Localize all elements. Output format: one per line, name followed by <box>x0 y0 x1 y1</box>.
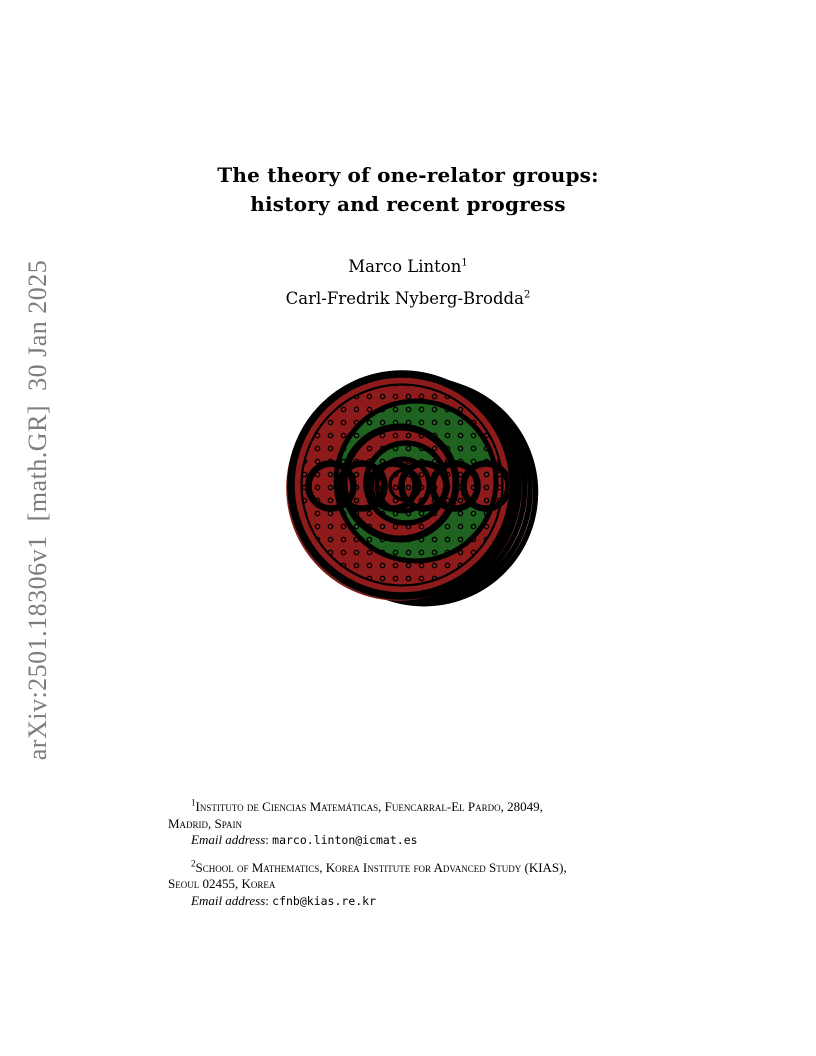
chain-outlines <box>305 460 509 512</box>
footnote-1-mark: 1 <box>191 797 196 808</box>
footnote-1-affiliation-line-1: 1Instituto de Ciencias Matemáticas, Fuen… <box>168 797 650 816</box>
email-label: Email address <box>191 832 266 847</box>
footnotes: 1Instituto de Ciencias Matemáticas, Fuen… <box>168 797 650 920</box>
footnote-2: 2School of Mathematics, Korea Institute … <box>168 858 650 910</box>
footnote-1-email-line: Email address: marco.linton@icmat.es <box>168 832 650 849</box>
author-2-name: Carl-Fredrik Nyberg-Brodda <box>285 289 524 308</box>
title-line-2: history and recent progress <box>250 192 566 216</box>
email-colon: : <box>265 892 269 908</box>
footnote-2-affiliation-line-1: 2School of Mathematics, Korea Institute … <box>168 858 650 877</box>
paper-title: The theory of one-relator groups: histor… <box>0 161 816 219</box>
footnote-1-affiliation-line-2: Madrid, Spain <box>168 815 242 831</box>
footnote-1-affiliation-text: Instituto de Ciencias Matemáticas, Fuenc… <box>195 799 543 814</box>
author-1-name: Marco Linton <box>348 257 462 276</box>
email-label: Email address <box>191 892 266 908</box>
arxiv-watermark: arXiv:2501.18306v1 [math.GR] 30 Jan 2025 <box>23 259 52 761</box>
email-colon: : <box>265 832 269 847</box>
title-line-1: The theory of one-relator groups: <box>217 163 599 187</box>
footnote-1: 1Instituto de Ciencias Matemáticas, Fuen… <box>168 797 650 849</box>
email-address: cfnb@kias.re.kr <box>272 893 377 908</box>
author-2: Carl-Fredrik Nyberg-Brodda2 <box>0 288 816 310</box>
email-address: marco.linton@icmat.es <box>272 833 418 847</box>
footnote-2-affiliation-text: School of Mathematics, Korea Institute f… <box>195 859 567 875</box>
cover-figure <box>272 364 540 610</box>
author-1: Marco Linton1 <box>0 256 816 278</box>
one-relator-figure-svg <box>286 370 539 607</box>
footnote-2-email-line: Email address: cfnb@kias.re.kr <box>168 893 650 910</box>
disk-interior <box>300 383 509 587</box>
footnote-2-affiliation-line-2: Seoul 02455, Korea <box>168 876 276 891</box>
author-2-footnote-mark: 2 <box>523 289 531 301</box>
footnote-2-mark: 2 <box>191 858 196 869</box>
author-1-footnote-mark: 1 <box>461 257 468 269</box>
